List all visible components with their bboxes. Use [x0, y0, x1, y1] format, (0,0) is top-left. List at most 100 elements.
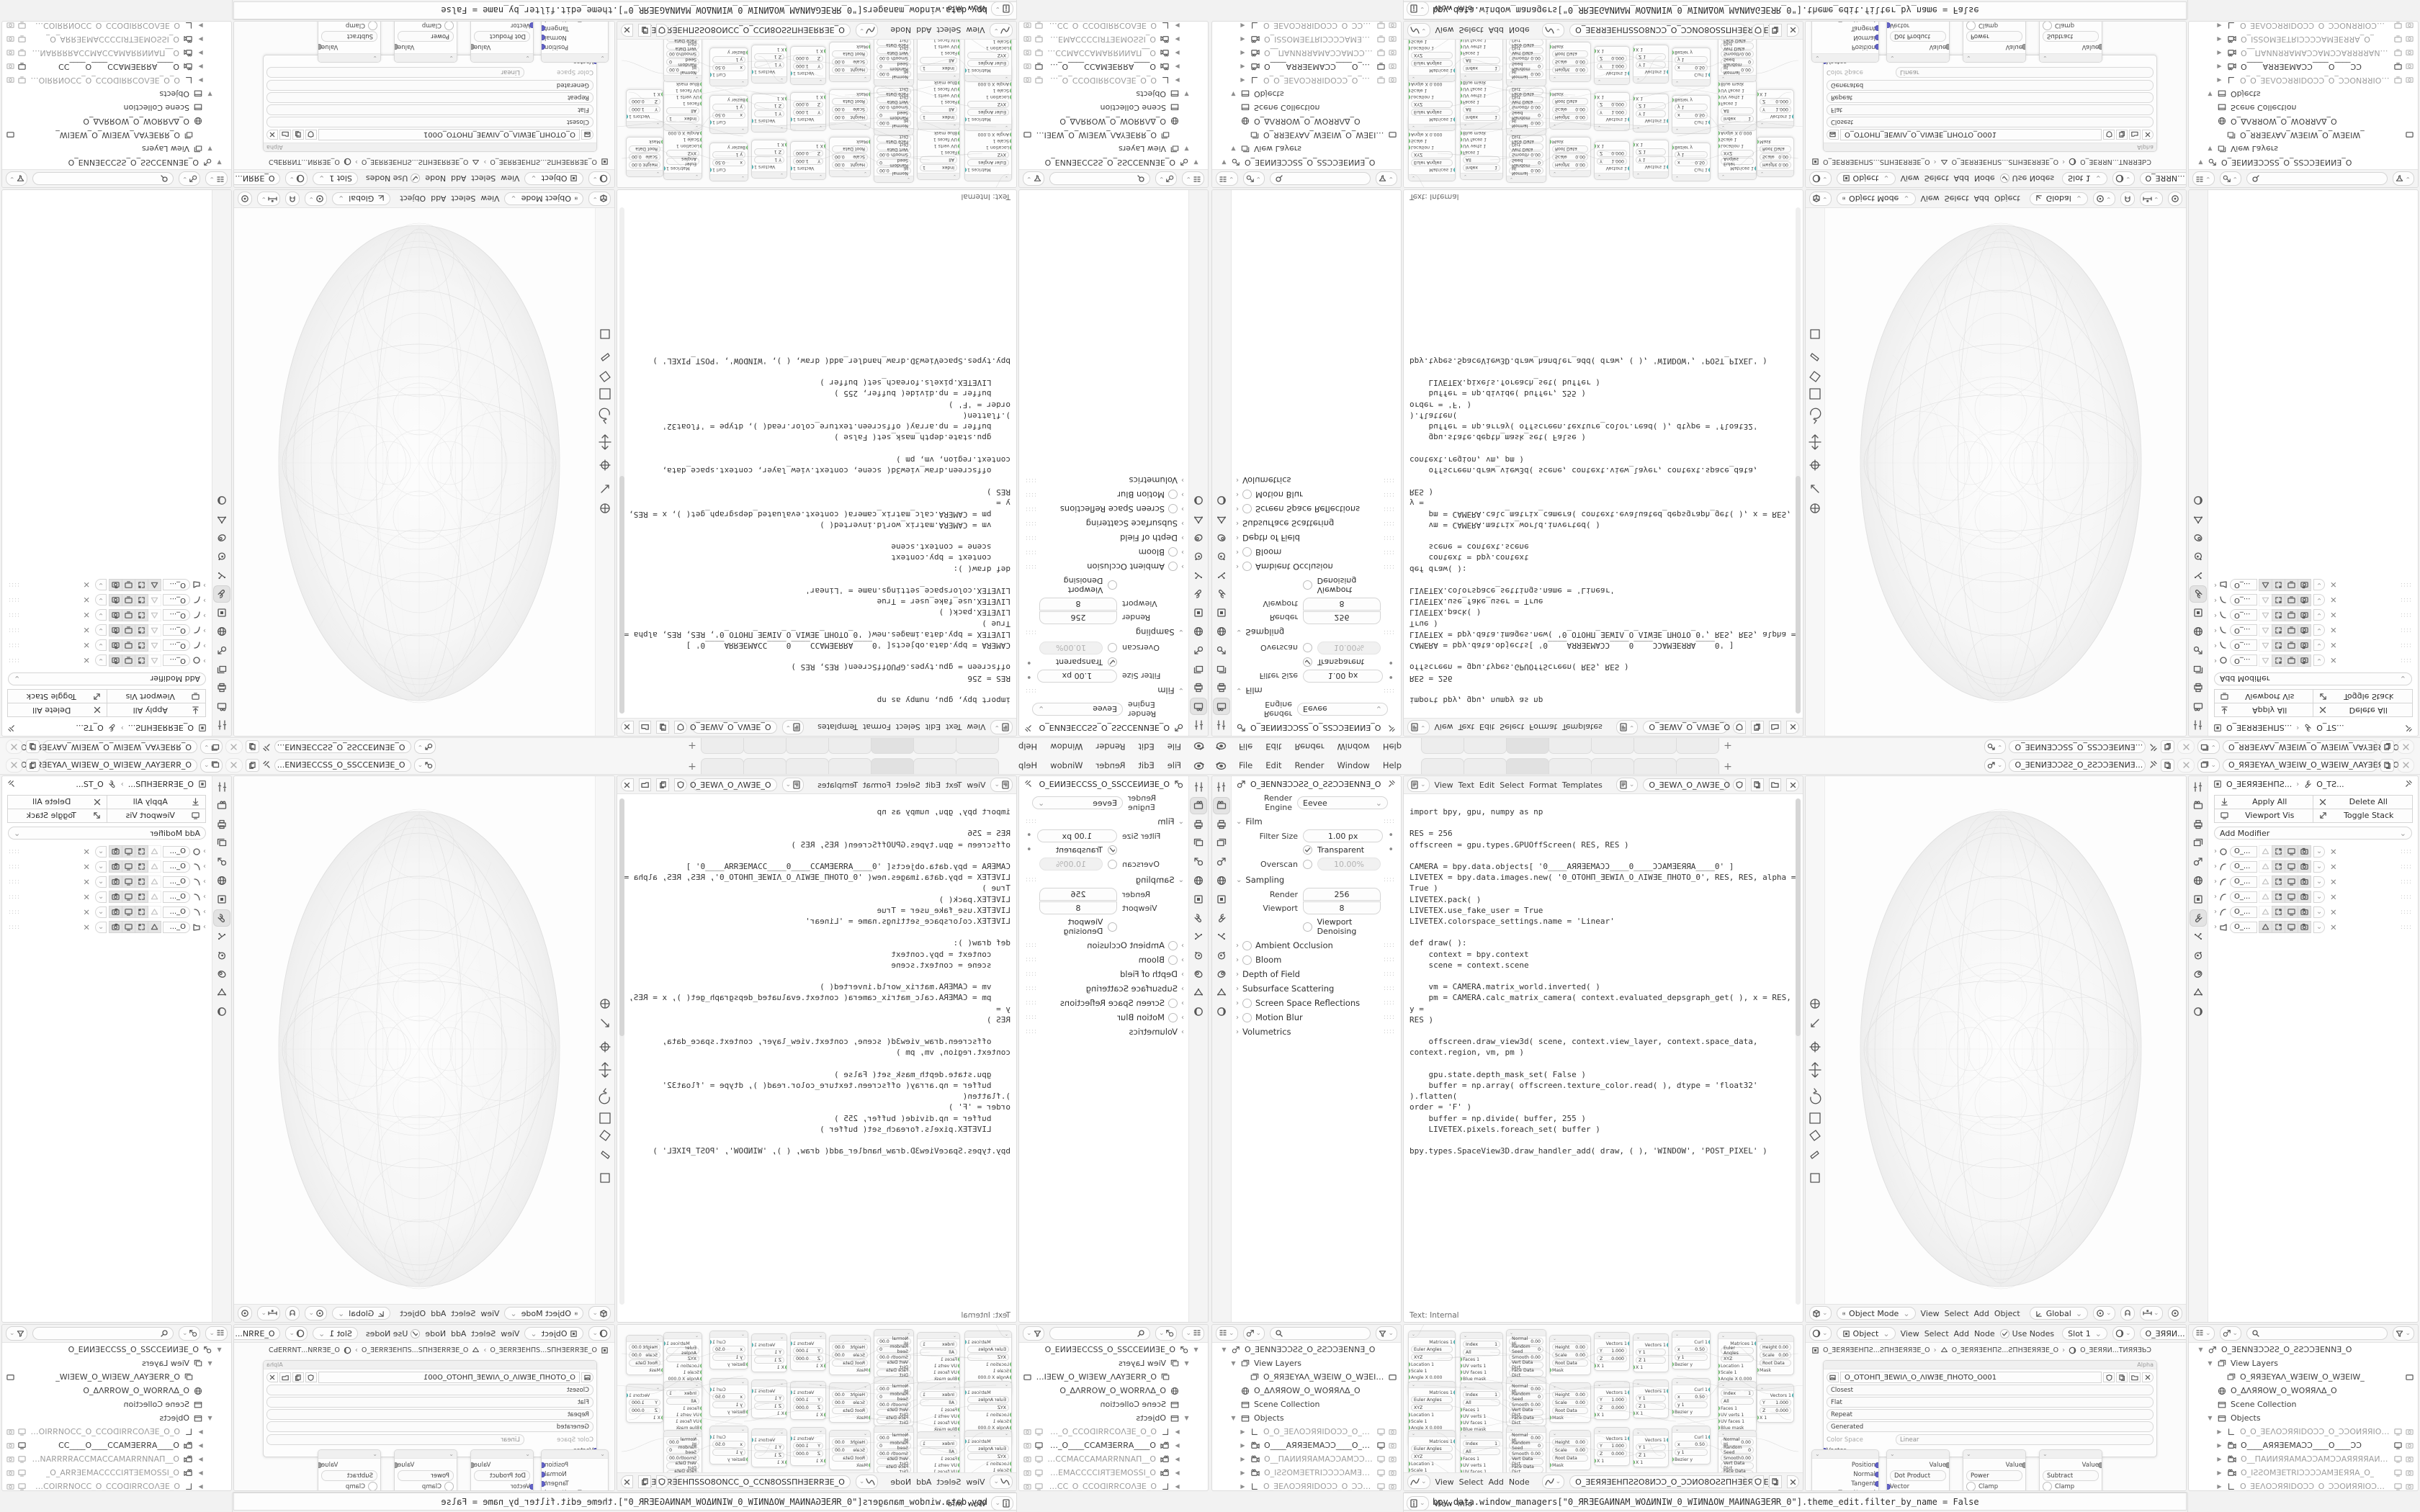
node-input[interactable]: Location 1 [967, 1412, 1012, 1418]
math-node-output[interactable]: Value [2043, 43, 2102, 51]
node-input[interactable]: Location 1 [666, 143, 702, 149]
node-collapse-header[interactable]: ⌄ [791, 1333, 825, 1339]
geometry-node[interactable]: ⌄ Vectors 1 Y 1.000 Z 0.000 X 1 [1594, 92, 1630, 131]
outliner-badge-camera-off[interactable] [1023, 76, 1031, 84]
section-header-ambient-occlusion[interactable]: › Ambient Occlusion:::: [1232, 560, 1401, 575]
properties-tab-render[interactable] [213, 797, 230, 814]
node-collapse-header[interactable]: ⌄ [874, 79, 913, 86]
node-field[interactable]: Random Seed 0 [877, 110, 911, 120]
outliner-tree-secondary[interactable]: ▼ O_ƎENNƎƆƆƧƧ_O_ƧƧƆƆƎENNƎ_O ▼ View Layers O_… [2189, 22, 2418, 169]
toggle-edit-mode-icon[interactable] [2272, 860, 2285, 873]
ambient-occlusion-checkbox[interactable] [1242, 940, 1252, 950]
modifier-row[interactable]: › O_... ⌄ ✕:::: [2, 577, 212, 593]
socket-dot[interactable] [869, 45, 871, 49]
image-texture-node[interactable]: Alpha O_OTOHП_ƎEWIΛ_O_ΛIWƎE_ПHOTO_O001 [1823, 55, 2157, 152]
node-input[interactable]: X 1 [1595, 1458, 1627, 1464]
modifier-row[interactable]: › O_... ⌄ ✕:::: [2208, 653, 2418, 668]
geo-menu-add[interactable]: Add [916, 25, 932, 35]
properties-tab-scene[interactable] [2190, 853, 2207, 870]
outliner-badge-screen[interactable] [1035, 76, 1043, 84]
editor-type-selector[interactable]: ⌄ [1407, 778, 1430, 792]
pin-icon[interactable] [1024, 780, 1033, 788]
geo-menu-node[interactable]: Node [890, 25, 912, 35]
fake-user-shield-icon[interactable] [305, 130, 317, 140]
delete-all-button[interactable]: Delete All [2313, 703, 2413, 718]
node-output[interactable]: Vectors 1 [790, 117, 823, 122]
node-collapse-header[interactable]: ⌄ [1409, 1331, 1455, 1338]
overscan-checkbox[interactable] [1108, 859, 1117, 869]
material-name-field[interactable]: O_ƎЯЯИ... [233, 172, 281, 185]
socket-dot[interactable] [700, 1370, 702, 1374]
editor-type-selector[interactable]: ⌄ [990, 720, 1013, 734]
outliner-badge-camera[interactable] [1023, 131, 1031, 139]
geometry-node[interactable]: ⌄ Normal Hi 0.00 Random Seed 0 Smooth 0.00 Vert… [1718, 40, 1757, 82]
toggle-realtime-icon[interactable] [2285, 860, 2298, 873]
scene-name-field[interactable]: O_ƎENИƎƆƆƧƧ_O_ƧƧƆƆƎENИƎ... [2009, 740, 2146, 754]
properties-tab-render[interactable] [1213, 698, 1230, 715]
node-input[interactable]: Angle X 0.000 [1408, 132, 1453, 138]
node-collapse-header[interactable]: ⌄ [710, 1331, 748, 1338]
node-collapse-header[interactable]: ⌄ [1718, 1382, 1756, 1388]
toggle-realtime-icon[interactable] [122, 906, 135, 918]
node-field[interactable]: XYZ [1411, 151, 1453, 158]
toggle-stack-button[interactable]: Toggle Stack [7, 808, 107, 823]
node-field[interactable]: Normal Hi 0.00 [1509, 1336, 1543, 1346]
socket-dot[interactable] [958, 94, 960, 98]
node-field[interactable]: Vert Data Dict [1721, 41, 1754, 51]
image-texture-node[interactable]: Alpha O_OTOHП_ƎEWIΛ_O_ΛIWƎE_ПHOTO_O001 [1823, 1360, 2157, 1457]
node-output[interactable]: Vectors 1 [1636, 1388, 1668, 1394]
socket-dot[interactable] [1887, 1483, 1891, 1490]
modifier-row[interactable]: › O_... ⌄ ✕:::: [2208, 623, 2418, 638]
node-field[interactable]: Scale 0.00 [629, 153, 660, 161]
node-collapse-header[interactable]: ⌄ [791, 1382, 825, 1388]
filter-funnel-icon[interactable]: ⌄ [1376, 1326, 1397, 1341]
socket-dot[interactable] [1549, 140, 1551, 144]
shader-menu-node[interactable]: Node [425, 174, 447, 184]
node-input[interactable]: UV faces 1 [920, 1469, 960, 1472]
toggle-on-cage-icon[interactable] [2259, 876, 2272, 888]
node-input[interactable]: Location 1 [967, 1362, 1012, 1367]
geo-menu-node[interactable]: Node [1508, 25, 1530, 35]
info-menu-view[interactable]: View [967, 1498, 987, 1508]
outliner-row[interactable]: ▶O_ƎEΛOƆЯЯIDOƆƆ_O_ƆƆOИЯЯIOƆΛƎE [1212, 22, 1401, 32]
outliner-badge-camera-off[interactable] [1023, 35, 1031, 43]
snap-increment-icon[interactable]: ⌄ [257, 192, 280, 206]
outliner-badge-camera-off[interactable] [2406, 49, 2414, 57]
disclosure-triangle-icon[interactable]: ▼ [2198, 1346, 2203, 1353]
socket-dot[interactable] [709, 73, 712, 77]
node-collapse-header[interactable]: ⌄ [752, 1334, 786, 1341]
outliner-search-input[interactable] [1270, 172, 1371, 185]
toggle-render-icon[interactable] [2298, 891, 2311, 903]
view-layer-selector[interactable]: ⌄ [2197, 757, 2220, 773]
section-header-depth-of-field[interactable]: › Depth of Field:::: [1019, 966, 1188, 981]
node-field[interactable]: Y 1 [1636, 110, 1666, 117]
toggle-edit-mode-icon[interactable] [135, 654, 148, 667]
shader-menu-add[interactable]: Add [451, 174, 467, 184]
node-field[interactable]: Z 0.000 [1597, 1450, 1627, 1457]
fake-user-shield-icon[interactable] [673, 778, 687, 791]
properties-tab-modifier[interactable] [1190, 585, 1207, 603]
math-operation-dropdown[interactable]: Power [398, 31, 454, 42]
socket-dot[interactable] [1550, 1416, 1551, 1420]
toggle-edit-mode-icon[interactable] [2272, 609, 2285, 621]
properties-tab-data[interactable] [1190, 984, 1207, 1002]
shader-menu-view[interactable]: View [501, 1328, 520, 1338]
socket-dot[interactable] [1718, 144, 1720, 148]
math-operation-dropdown[interactable]: Subtract [2043, 31, 2099, 42]
node-field[interactable]: Smooth 0.00 [1721, 1454, 1754, 1462]
toggle-edit-mode-icon[interactable] [135, 594, 148, 606]
toggle-on-cage-icon[interactable] [2259, 845, 2272, 858]
toggle-render-icon[interactable] [2298, 876, 2311, 888]
node-collapse-header[interactable]: ⌄ [1507, 79, 1546, 86]
shader-menu-select[interactable]: Select [471, 1328, 496, 1338]
toggle-render-icon[interactable] [2298, 906, 2311, 918]
chevron-right-icon[interactable]: › [2214, 596, 2217, 604]
toggle-on-cage-icon[interactable] [148, 860, 161, 873]
use-nodes-toggle[interactable]: Use Nodes [366, 174, 421, 184]
clamp-row[interactable]: Clamp [2043, 22, 2099, 30]
viewport-samples-field[interactable]: 8 [1039, 598, 1117, 611]
socket-dot[interactable] [1409, 1413, 1410, 1417]
toggle-on-cage-icon[interactable] [2259, 860, 2272, 873]
editor-type-outliner-icon[interactable]: ⌄ [2192, 1326, 2215, 1341]
